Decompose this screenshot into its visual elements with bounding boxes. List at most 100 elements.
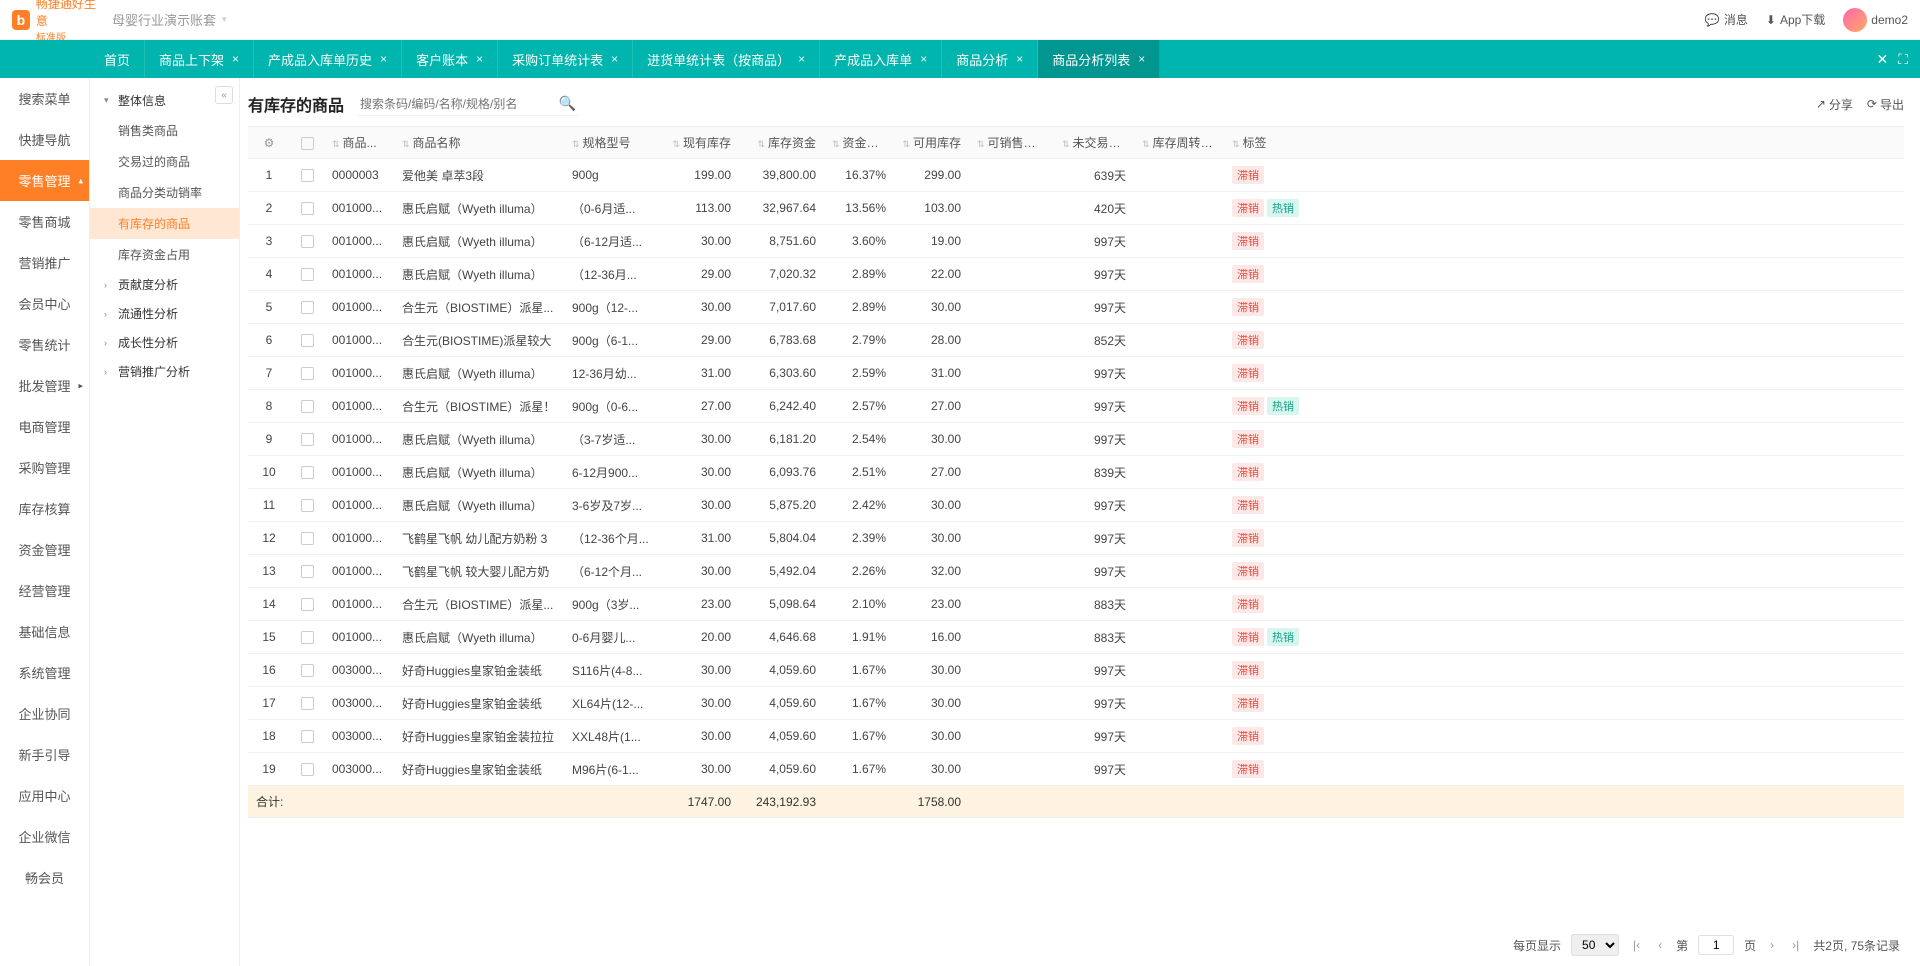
column-header[interactable]: 规格型号 (564, 127, 664, 159)
sec-nav-item[interactable]: 库存资金占用 (90, 239, 239, 270)
close-icon[interactable]: × (476, 52, 483, 66)
column-header[interactable] (290, 127, 324, 159)
left-nav-item[interactable]: 电商管理 (0, 406, 89, 447)
left-nav-item[interactable]: 零售管理▴ (0, 160, 89, 201)
table-row[interactable]: 9001000...惠氏启赋（Wyeth illuma）（3-7岁适...30.… (248, 423, 1904, 456)
table-row[interactable]: 13001000...飞鹤星飞帆 较大婴儿配方奶（6-12个月...30.005… (248, 555, 1904, 588)
table-row[interactable]: 14001000...合生元（BIOSTIME）派星...900g（3岁...2… (248, 588, 1904, 621)
left-nav-item[interactable]: 新手引导 (0, 734, 89, 775)
left-nav-item[interactable]: 营销推广 (0, 242, 89, 283)
select-all-checkbox[interactable] (301, 137, 314, 150)
close-icon[interactable]: × (920, 52, 927, 66)
row-checkbox[interactable] (301, 367, 314, 380)
table-row[interactable]: 15001000...惠氏启赋（Wyeth illuma）0-6月婴儿...20… (248, 621, 1904, 654)
sec-nav-item[interactable]: 销售类商品 (90, 115, 239, 146)
left-nav-item[interactable]: 会员中心 (0, 283, 89, 324)
close-icon[interactable]: × (611, 52, 618, 66)
sec-nav-item[interactable]: 交易过的商品 (90, 146, 239, 177)
row-checkbox[interactable] (301, 235, 314, 248)
column-header[interactable]: 标签 (1224, 127, 1904, 159)
left-nav-item[interactable]: 畅会员 (0, 857, 89, 898)
tab[interactable]: 首页 (90, 40, 145, 78)
sec-nav-group[interactable]: ›营销推广分析 (90, 357, 239, 386)
tab[interactable]: 产成品入库单× (820, 40, 942, 78)
table-row[interactable]: 10001000...惠氏启赋（Wyeth illuma）6-12月900...… (248, 456, 1904, 489)
left-nav-item[interactable]: 零售统计 (0, 324, 89, 365)
table-row[interactable]: 19003000...好奇Huggies皇家铂金装纸M96片(6-1...30.… (248, 753, 1904, 786)
close-icon[interactable]: × (798, 52, 805, 66)
table-row[interactable]: 17003000...好奇Huggies皇家铂金装纸XL64片(12-...30… (248, 687, 1904, 720)
row-checkbox[interactable] (301, 202, 314, 215)
close-all-icon[interactable]: ✕ (1876, 51, 1888, 68)
tab[interactable]: 商品上下架× (145, 40, 254, 78)
message-button[interactable]: 💬 消息 (1705, 11, 1748, 28)
column-header[interactable]: ⚙ (248, 127, 290, 159)
left-nav-item[interactable]: 经营管理 (0, 570, 89, 611)
tab[interactable]: 产成品入库单历史× (254, 40, 402, 78)
page-size-select[interactable]: 50 (1571, 934, 1619, 956)
table-row[interactable]: 11001000...惠氏启赋（Wyeth illuma）3-6岁及7岁...3… (248, 489, 1904, 522)
left-nav-item[interactable]: 企业微信 (0, 816, 89, 857)
table-row[interactable]: 8001000...合生元（BIOSTIME）派星！900g（0-6...27.… (248, 390, 1904, 423)
table-row[interactable]: 7001000...惠氏启赋（Wyeth illuma）12-36月幼...31… (248, 357, 1904, 390)
tab[interactable]: 进货单统计表（按商品）× (633, 40, 820, 78)
row-checkbox[interactable] (301, 268, 314, 281)
column-header[interactable]: 现有库存 (664, 127, 739, 159)
column-header[interactable]: 库存资金 (739, 127, 824, 159)
column-header[interactable]: 库存周转天数 (1134, 127, 1224, 159)
row-checkbox[interactable] (301, 532, 314, 545)
row-checkbox[interactable] (301, 499, 314, 512)
collapse-sidebar-button[interactable]: « (215, 86, 233, 104)
row-checkbox[interactable] (301, 664, 314, 677)
row-checkbox[interactable] (301, 400, 314, 413)
account-selector[interactable]: 母婴行业演示账套 ▾ (112, 10, 227, 29)
left-nav-item[interactable]: 采购管理 (0, 447, 89, 488)
table-row[interactable]: 4001000...惠氏启赋（Wyeth illuma）（12-36月...29… (248, 258, 1904, 291)
page-input[interactable] (1698, 935, 1734, 955)
left-nav-item[interactable]: 系统管理 (0, 652, 89, 693)
table-row[interactable]: 5001000...合生元（BIOSTIME）派星...900g（12-...3… (248, 291, 1904, 324)
column-header[interactable]: 未交易天数 (1054, 127, 1134, 159)
tab[interactable]: 采购订单统计表× (498, 40, 633, 78)
last-page-button[interactable]: ›| (1788, 938, 1803, 952)
prev-page-button[interactable]: ‹ (1654, 938, 1666, 952)
sec-nav-group[interactable]: ›贡献度分析 (90, 270, 239, 299)
row-checkbox[interactable] (301, 334, 314, 347)
column-header[interactable]: 资金占比 (824, 127, 894, 159)
row-checkbox[interactable] (301, 598, 314, 611)
row-checkbox[interactable] (301, 631, 314, 644)
share-button[interactable]: ↗ 分享 (1816, 96, 1853, 113)
row-checkbox[interactable] (301, 697, 314, 710)
sec-nav-group[interactable]: ›成长性分析 (90, 328, 239, 357)
tab[interactable]: 商品分析列表× (1038, 40, 1160, 78)
fullscreen-icon[interactable]: ⛶ (1898, 51, 1908, 68)
left-nav-item[interactable]: 资金管理 (0, 529, 89, 570)
left-nav-item[interactable]: 零售商城 (0, 201, 89, 242)
column-header[interactable]: 可用库存 (894, 127, 969, 159)
table-row[interactable]: 2001000...惠氏启赋（Wyeth illuma）（0-6月适...113… (248, 192, 1904, 225)
table-row[interactable]: 6001000...合生元(BIOSTIME)派星较大900g（6-1...29… (248, 324, 1904, 357)
column-header[interactable]: 商品... (324, 127, 394, 159)
column-header[interactable]: 商品名称 (394, 127, 564, 159)
export-button[interactable]: ⟳ 导出 (1867, 96, 1904, 113)
close-icon[interactable]: × (232, 52, 239, 66)
row-checkbox[interactable] (301, 565, 314, 578)
close-icon[interactable]: × (1138, 52, 1145, 66)
left-nav-item[interactable]: 企业协同 (0, 693, 89, 734)
search-input[interactable] (358, 93, 578, 116)
sec-nav-item[interactable]: 有库存的商品 (90, 208, 239, 239)
sec-nav-group[interactable]: ›流通性分析 (90, 299, 239, 328)
left-nav-item[interactable]: 批发管理▸ (0, 365, 89, 406)
table-row[interactable]: 16003000...好奇Huggies皇家铂金装纸S116片(4-8...30… (248, 654, 1904, 687)
row-checkbox[interactable] (301, 466, 314, 479)
sec-nav-item[interactable]: 商品分类动销率 (90, 177, 239, 208)
gear-icon[interactable]: ⚙ (264, 136, 275, 150)
left-nav-item[interactable]: 快捷导航 (0, 119, 89, 160)
first-page-button[interactable]: |‹ (1629, 938, 1644, 952)
search-icon[interactable]: 🔍 (559, 95, 576, 112)
close-icon[interactable]: × (380, 52, 387, 66)
table-row[interactable]: 3001000...惠氏启赋（Wyeth illuma）（6-12月适...30… (248, 225, 1904, 258)
row-checkbox[interactable] (301, 433, 314, 446)
left-nav-item[interactable]: 基础信息 (0, 611, 89, 652)
row-checkbox[interactable] (301, 301, 314, 314)
